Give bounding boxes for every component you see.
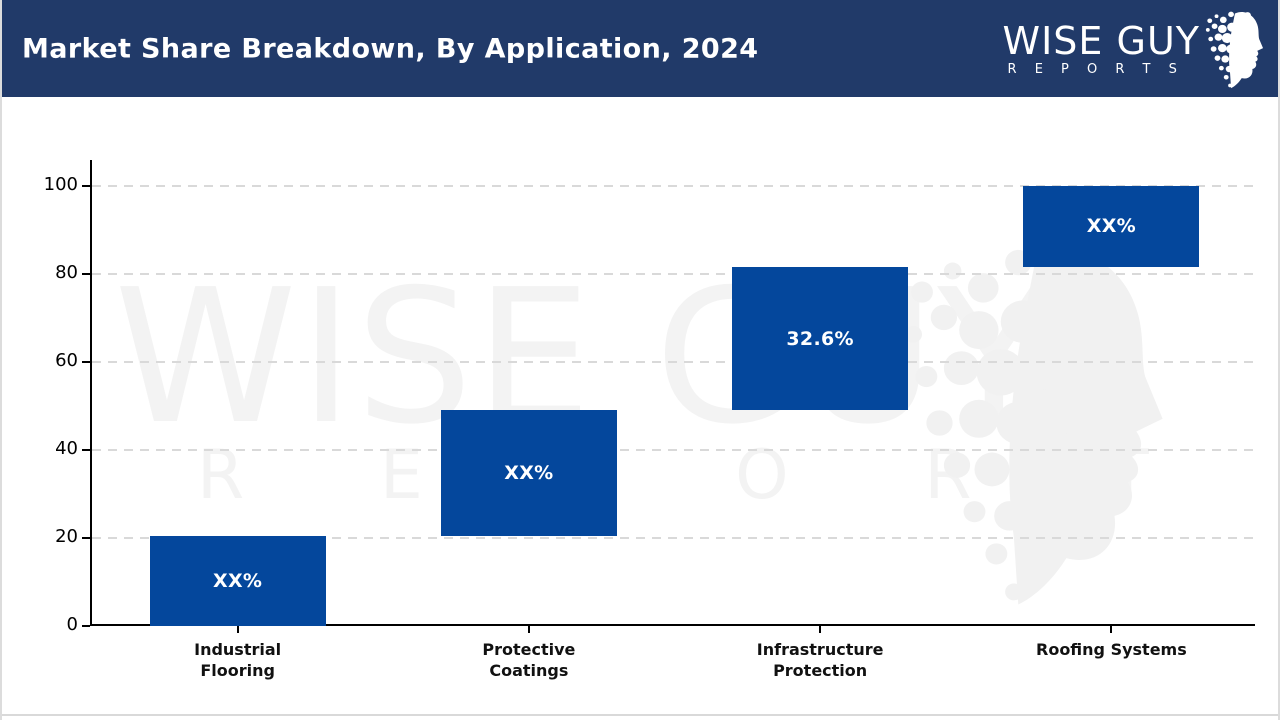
- bar-value-label-2: XX%: [504, 462, 554, 485]
- category-label-4: Roofing Systems: [1036, 640, 1187, 659]
- header: Market Share Breakdown, By Application, …: [2, 0, 1278, 97]
- bar-segment-3: 32.6%: [732, 266, 909, 411]
- page-title: Market Share Breakdown, By Application, …: [22, 33, 759, 64]
- bar-value-label-1: XX%: [213, 569, 263, 592]
- logo-brand-name: WISE GUY: [1002, 18, 1200, 63]
- category-label-3: Infrastructure Protection: [756, 640, 884, 680]
- y-tick-label-60: 60: [55, 350, 78, 371]
- y-tick-mark-20: [82, 537, 90, 539]
- logo-head-icon: [1205, 11, 1264, 89]
- logo-text: WISE GUY R E P O R T S: [1002, 18, 1200, 78]
- x-tick-mark-3: [819, 626, 822, 633]
- bar-segment-1: XX%: [149, 535, 326, 626]
- x-tick-mark-2: [527, 626, 530, 633]
- x-tick-mark-4: [1110, 626, 1113, 633]
- category-label-2: Protective Coatings: [482, 640, 576, 680]
- gridline-100: [92, 185, 1255, 187]
- gridline-40: [92, 449, 1255, 451]
- y-tick-mark-80: [82, 273, 90, 275]
- y-tick-label-80: 80: [55, 262, 78, 283]
- bar-value-label-3: 32.6%: [786, 327, 854, 350]
- y-tick-label-20: 20: [55, 526, 78, 547]
- y-tick-mark-0: [82, 625, 90, 627]
- gridline-60: [92, 361, 1255, 363]
- bar-value-label-4: XX%: [1086, 215, 1136, 238]
- gridline-80: [92, 273, 1255, 275]
- category-label-1: Industrial Flooring: [194, 640, 282, 680]
- gridline-20: [92, 537, 1255, 539]
- y-tick-mark-100: [82, 185, 90, 187]
- wiseguy-logo: WISE GUY R E P O R T S: [1003, 8, 1264, 90]
- y-tick-label-0: 0: [66, 614, 78, 635]
- plot-area: 0 20 40 60 80 100 XX% Industrial Flooring XX% Pro…: [44, 160, 1255, 680]
- y-tick-label-100: 100: [43, 174, 78, 195]
- chart-area: WISE GUY R E P O R T S 0 20 40 60 80 100 XX% In…: [2, 97, 1278, 720]
- y-tick-mark-60: [82, 361, 90, 363]
- y-tick-mark-40: [82, 449, 90, 451]
- x-tick-mark-1: [236, 626, 239, 633]
- y-tick-label-40: 40: [55, 438, 78, 459]
- bar-segment-2: XX%: [440, 410, 617, 536]
- bar-segment-4: XX%: [1023, 186, 1200, 267]
- logo-brand-subtitle: R E P O R T S: [1007, 62, 1184, 78]
- watermark-head-icon: [904, 249, 1163, 605]
